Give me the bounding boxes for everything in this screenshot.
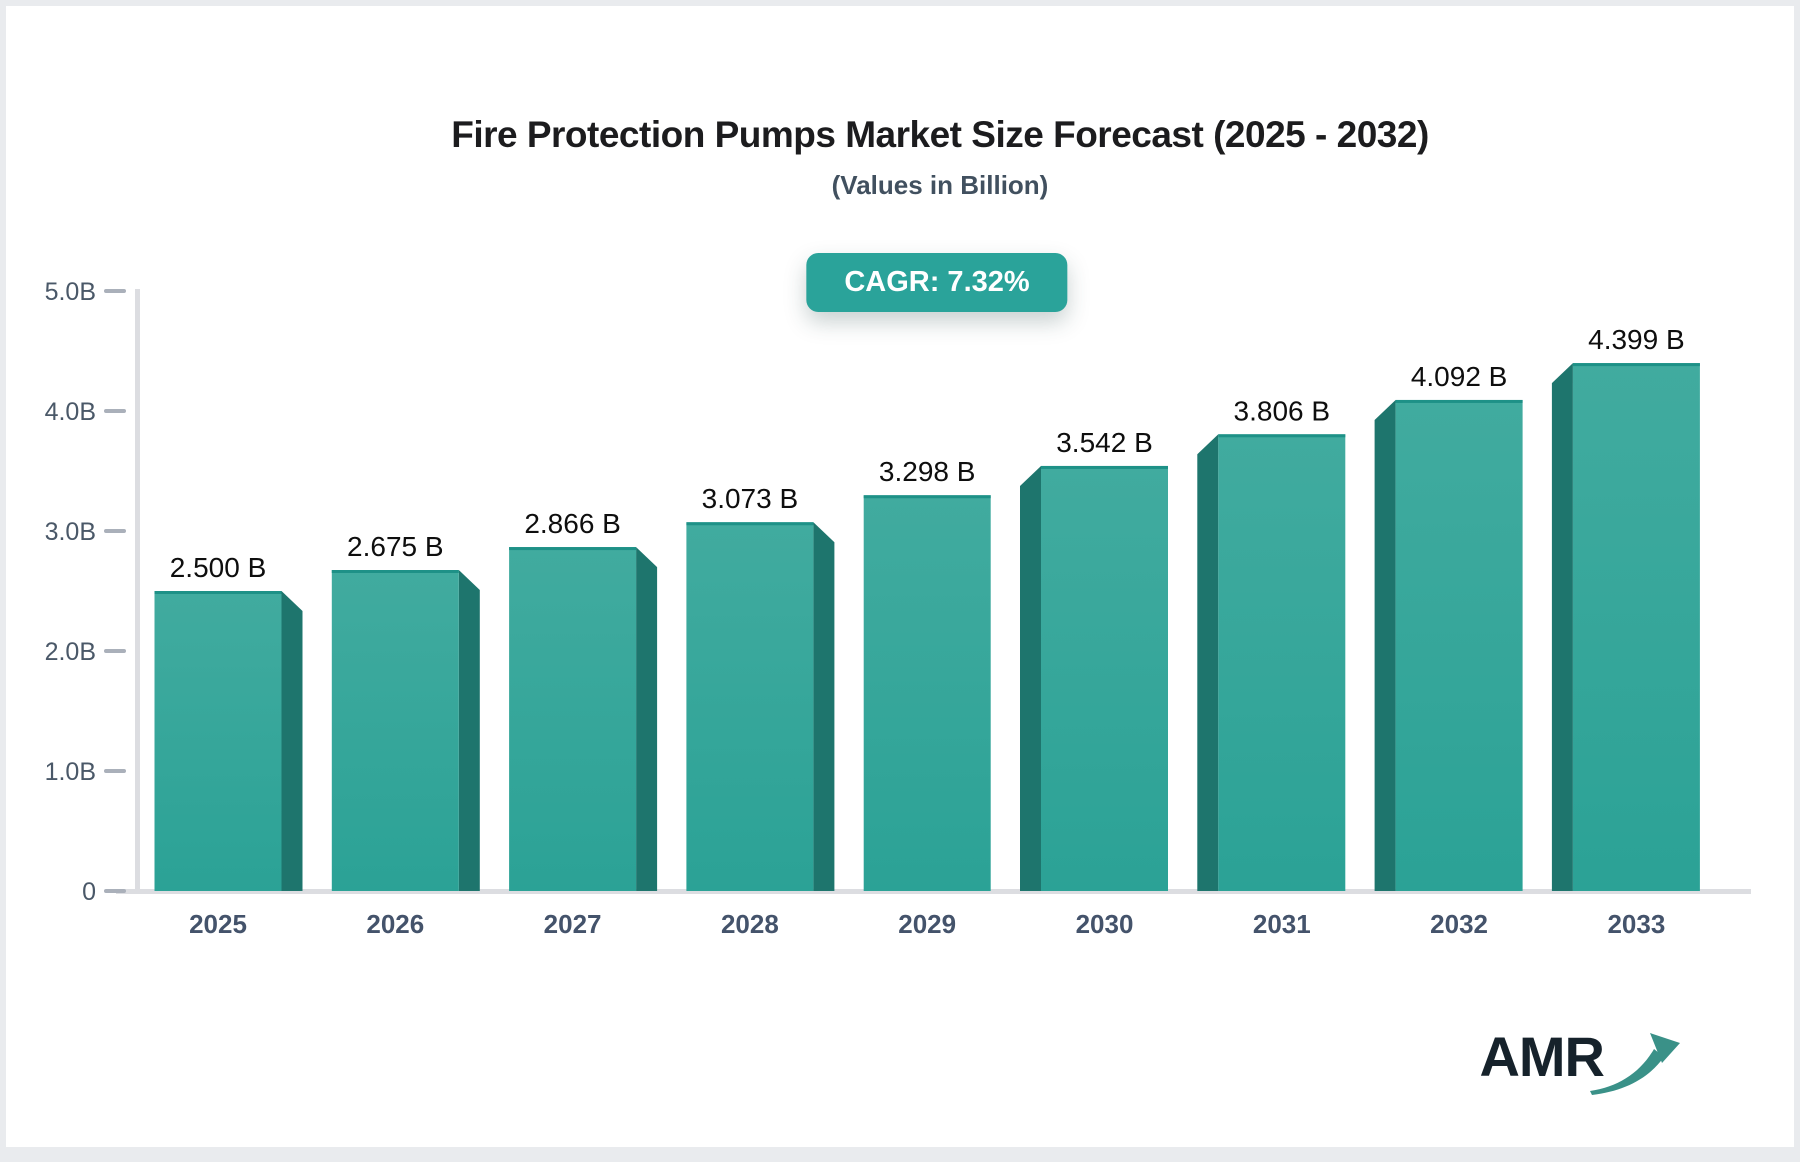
y-tick-mark: [104, 289, 126, 293]
x-axis-label: 2025: [189, 909, 247, 939]
bar-front-face: [1395, 399, 1523, 891]
bar-side-face: [1374, 399, 1396, 891]
bar-value-label: 3.073 B: [702, 483, 799, 514]
x-axis-label: 2031: [1253, 909, 1311, 939]
bar-value-label: 4.399 B: [1588, 324, 1685, 355]
x-axis-label: 2028: [721, 909, 779, 939]
bar-side-face: [281, 591, 303, 891]
bar-2031[interactable]: 3.806 B 2031: [1197, 395, 1346, 939]
bar-value-label: 2.500 B: [170, 552, 267, 583]
bar-2026[interactable]: 2.675 B 2026: [331, 531, 480, 939]
bar-2029[interactable]: 3.298 B 2029: [863, 456, 991, 939]
bar-front-face: [1218, 434, 1346, 891]
bar-top-edge: [1395, 399, 1523, 403]
y-tick-mark: [104, 649, 126, 653]
bar-2028[interactable]: 3.073 B 2028: [686, 483, 835, 939]
amr-logo: AMR: [1479, 1029, 1698, 1095]
bar-front-face: [863, 495, 991, 891]
bar-front-face: [331, 570, 459, 891]
bar-2030[interactable]: 3.542 B 2030: [1020, 427, 1168, 939]
bar-2033[interactable]: 4.399 B 2033: [1551, 324, 1700, 939]
bar-value-label: 3.806 B: [1234, 395, 1331, 426]
x-axis-label: 2026: [366, 909, 424, 939]
y-tick-label: 0: [82, 878, 96, 906]
bar-value-label: 3.542 B: [1056, 427, 1153, 458]
x-axis-label: 2027: [544, 909, 602, 939]
y-tick-mark: [104, 889, 126, 893]
bar-value-label: 3.298 B: [879, 456, 976, 487]
bar-side-face: [636, 547, 658, 891]
y-tick-mark: [104, 769, 126, 773]
y-tick-label: 2.0B: [45, 638, 96, 666]
y-tick-label: 4.0B: [45, 398, 96, 426]
bar-side-face: [458, 570, 480, 891]
bar-value-label: 2.866 B: [524, 508, 621, 539]
bar-front-face: [154, 591, 282, 891]
bar-front-face: [1041, 465, 1168, 891]
bar-top-edge: [686, 522, 814, 526]
bar-top-edge: [1218, 434, 1346, 438]
x-axis-label: 2033: [1607, 909, 1665, 939]
bar-side-face: [1020, 465, 1041, 891]
y-tick-label: 3.0B: [45, 518, 96, 546]
report-card: Fire Protection Pumps Market Size Foreca…: [6, 6, 1794, 1147]
bar-value-label: 2.675 B: [347, 531, 444, 562]
bar-2025[interactable]: 2.500 B 2025: [154, 552, 303, 939]
cagr-badge: CAGR: 7.32%: [806, 253, 1068, 312]
y-tick-mark: [104, 409, 126, 413]
bar-2027[interactable]: 2.866 B 2027: [509, 508, 658, 939]
bar-2032[interactable]: 4.092 B 2032: [1374, 361, 1523, 939]
y-tick-label: 1.0B: [45, 758, 96, 786]
bar-front-face: [686, 522, 814, 891]
y-axis-line: [135, 289, 140, 894]
bar-top-edge: [154, 591, 282, 594]
growth-arrow-icon: [1590, 1033, 1680, 1095]
bar-front-face: [1572, 363, 1700, 891]
x-axis-label: 2030: [1076, 909, 1134, 939]
bar-value-label: 4.092 B: [1411, 361, 1508, 392]
bar-top-edge: [1572, 363, 1700, 367]
bar-side-face: [1197, 434, 1219, 891]
bar-top-edge: [509, 547, 637, 551]
bar-side-face: [1551, 363, 1573, 891]
y-tick-mark: [104, 529, 126, 533]
x-axis-label: 2032: [1430, 909, 1488, 939]
bar-top-edge: [863, 495, 991, 499]
x-axis-label: 2029: [898, 909, 956, 939]
bar-side-face: [813, 522, 835, 891]
amr-logo-text: AMR: [1479, 1025, 1605, 1088]
bar-top-edge: [1041, 465, 1168, 469]
bar-front-face: [509, 547, 637, 891]
y-tick-label: 5.0B: [45, 278, 96, 306]
x-axis-line: [116, 889, 1751, 894]
bar-top-edge: [331, 570, 459, 573]
